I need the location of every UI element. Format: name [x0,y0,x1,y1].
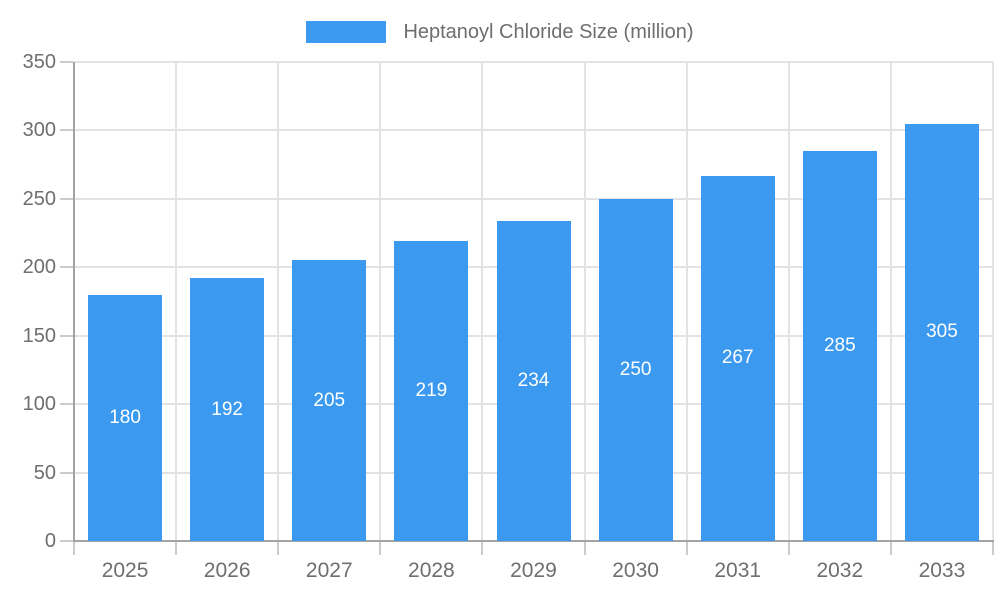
bar[interactable]: 285 [802,150,877,541]
x-axis-tick [583,542,586,555]
bar-value-label: 285 [823,334,856,356]
x-axis-category-label: 2029 [510,559,557,582]
x-axis-tick [787,542,790,555]
y-axis-tick [60,61,73,63]
x-gridline [379,62,382,541]
x-axis-category-label: 2026 [203,559,251,582]
y-axis-tick [60,471,73,474]
x-gridline [481,62,484,541]
x-gridline [175,62,178,541]
bar-value-label: 234 [517,369,550,391]
y-axis-label: 50 [33,461,56,484]
bar[interactable]: 305 [904,123,979,541]
bar-value-label: 250 [619,358,652,380]
bar-value-label: 180 [109,406,141,428]
bar[interactable]: 234 [496,220,571,541]
legend[interactable]: Heptanoyl Chloride Size (million) [0,20,1000,44]
bar[interactable]: 180 [88,294,163,541]
x-axis-category-label: 2030 [612,559,659,582]
x-gridline [992,62,994,541]
x-gridline [787,62,790,541]
x-gridline [583,62,586,541]
y-gridline [74,129,993,132]
x-gridline [685,62,688,541]
y-axis-tick [60,540,73,542]
x-gridline [889,62,892,541]
x-axis-tick [175,542,178,555]
x-axis-category-label: 2028 [408,559,455,582]
bar-value-label: 267 [721,347,754,369]
y-axis-tick [60,129,73,132]
x-gridline [277,62,280,541]
bar[interactable]: 267 [700,175,775,541]
bar[interactable]: 192 [190,278,265,541]
bar-value-label: 205 [313,389,346,411]
x-axis-category-label: 2033 [918,559,966,582]
x-axis-category-label: 2025 [101,559,149,582]
bar[interactable]: 219 [394,241,469,541]
x-axis-tick [379,542,382,555]
bar-value-label: 305 [926,321,958,343]
y-axis-tick [60,197,73,200]
legend-swatch [306,21,387,43]
x-axis-tick [992,542,994,555]
x-axis-category-label: 2032 [816,559,864,582]
x-axis-tick [481,542,484,555]
y-axis-tick [60,403,73,406]
x-axis-category-label: 2027 [305,559,353,582]
legend-label: Heptanoyl Chloride Size (million) [403,20,694,43]
x-axis-tick [889,542,892,555]
x-axis-line [73,540,994,542]
y-axis-label: 100 [22,393,56,416]
bar[interactable]: 250 [598,198,673,541]
y-axis-label: 300 [22,119,56,142]
y-gridline [74,61,993,63]
x-axis-tick [73,542,75,555]
y-axis-label: 150 [22,324,56,347]
x-axis-category-label: 2031 [714,559,762,582]
y-gridline [74,197,993,200]
x-axis-tick [277,542,280,555]
y-axis-label: 350 [22,51,56,73]
y-axis-tick [60,266,73,269]
y-axis-label: 250 [22,187,56,210]
y-axis-line [73,62,75,541]
y-axis-label: 0 [44,530,56,552]
bar-value-label: 192 [211,398,243,420]
x-axis-tick [685,542,688,555]
bar[interactable]: 205 [292,260,367,541]
y-axis-tick [60,334,73,337]
bar-value-label: 219 [415,380,448,402]
y-axis-label: 200 [22,256,56,279]
